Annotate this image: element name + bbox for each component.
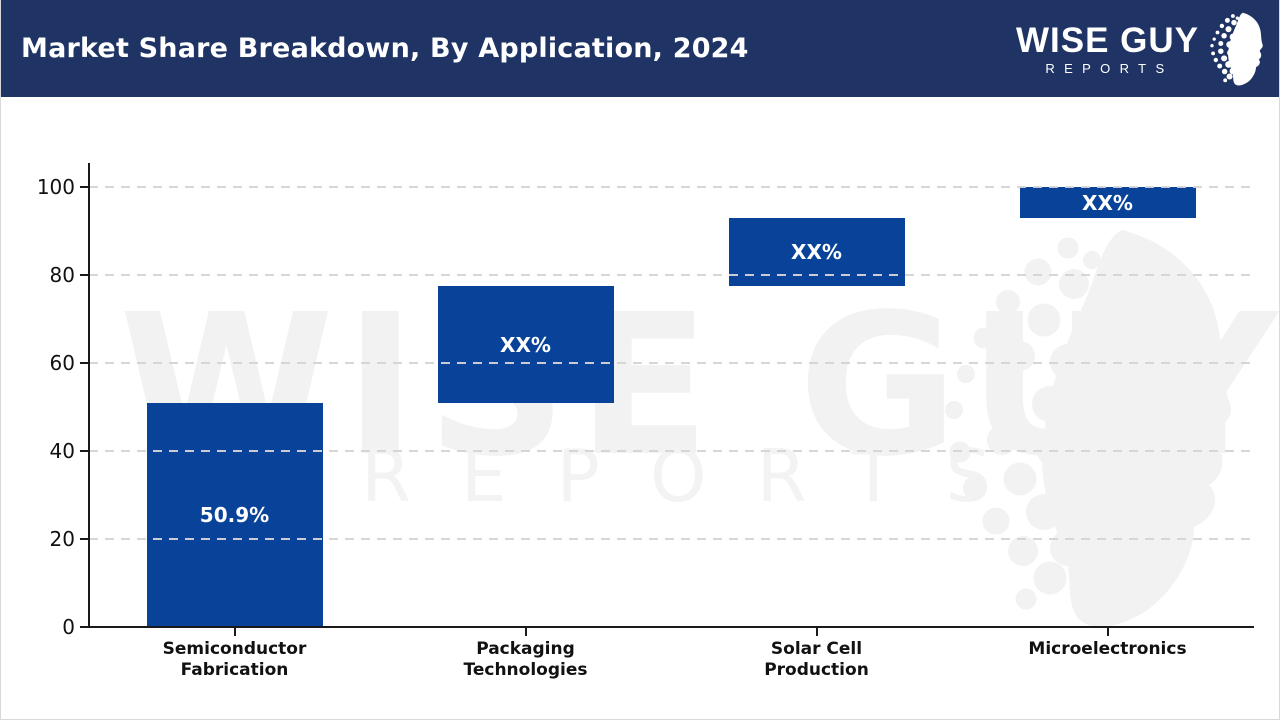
x-axis-label-line: Packaging	[476, 639, 575, 659]
y-tick-mark	[80, 450, 89, 452]
y-tick-mark	[80, 626, 89, 628]
bar-value-label: 50.9%	[199, 503, 270, 528]
y-gridline	[89, 274, 1253, 276]
y-tick-mark	[80, 362, 89, 364]
x-tick-mark	[233, 627, 236, 636]
y-gridline	[89, 186, 1253, 188]
y-tick-mark	[80, 274, 89, 276]
y-gridline	[89, 538, 1253, 540]
y-tick-label: 20	[49, 527, 75, 551]
x-axis-label-line: Technologies	[463, 660, 588, 680]
header-banner: Market Share Breakdown, By Application, …	[1, 0, 1279, 97]
logo-text: WISE GUY REPORTS	[1016, 23, 1199, 75]
x-axis-label-semiconductor-fabrication: Semiconductor Fabrication	[105, 639, 365, 681]
x-axis-label-line: Fabrication	[180, 660, 289, 680]
bar-semiconductor-fabrication	[146, 403, 323, 627]
y-tick-label: 80	[49, 263, 75, 287]
x-tick-mark	[524, 627, 527, 636]
bar-microelectronics	[1019, 187, 1196, 219]
x-axis-label-line: Semiconductor	[162, 639, 307, 659]
y-tick-label: 100	[36, 175, 75, 199]
y-gridline	[89, 450, 1253, 452]
logo-head-icon	[1210, 12, 1263, 85]
y-gridline	[89, 362, 1253, 364]
y-tick-mark	[80, 186, 89, 188]
x-axis-label-solar-cell-production: Solar Cell Production	[687, 639, 947, 681]
wise-guy-logo: WISE GUY REPORTS	[1016, 8, 1267, 90]
bar-value-label: XX%	[791, 240, 842, 265]
x-axis-line	[88, 626, 1254, 628]
x-axis-label-packaging-technologies: Packaging Technologies	[396, 639, 656, 681]
x-axis-label-microelectronics: Microelectronics	[978, 639, 1238, 660]
x-tick-mark	[1106, 627, 1109, 636]
y-tick-label: 40	[49, 439, 75, 463]
x-axis-label-line: Solar Cell	[770, 639, 863, 659]
bar-value-label: XX%	[1082, 190, 1133, 215]
x-axis-label-line: Production	[764, 660, 869, 680]
x-axis-label-line: Microelectronics	[1028, 639, 1187, 659]
bar-value-label: XX%	[500, 332, 551, 357]
logo-brand-text: WISE GUY	[1015, 20, 1199, 60]
logo-tagline-text: REPORTS	[1045, 60, 1174, 76]
y-tick-mark	[80, 538, 89, 540]
y-tick-label: 60	[49, 351, 75, 375]
watermark-tagline-text: REPORTS	[361, 434, 1042, 518]
x-tick-mark	[815, 627, 818, 636]
y-tick-label: 0	[62, 615, 75, 639]
y-axis-line	[88, 163, 90, 628]
bar-packaging-technologies	[437, 286, 614, 404]
chart-title: Market Share Breakdown, By Application, …	[21, 33, 749, 64]
